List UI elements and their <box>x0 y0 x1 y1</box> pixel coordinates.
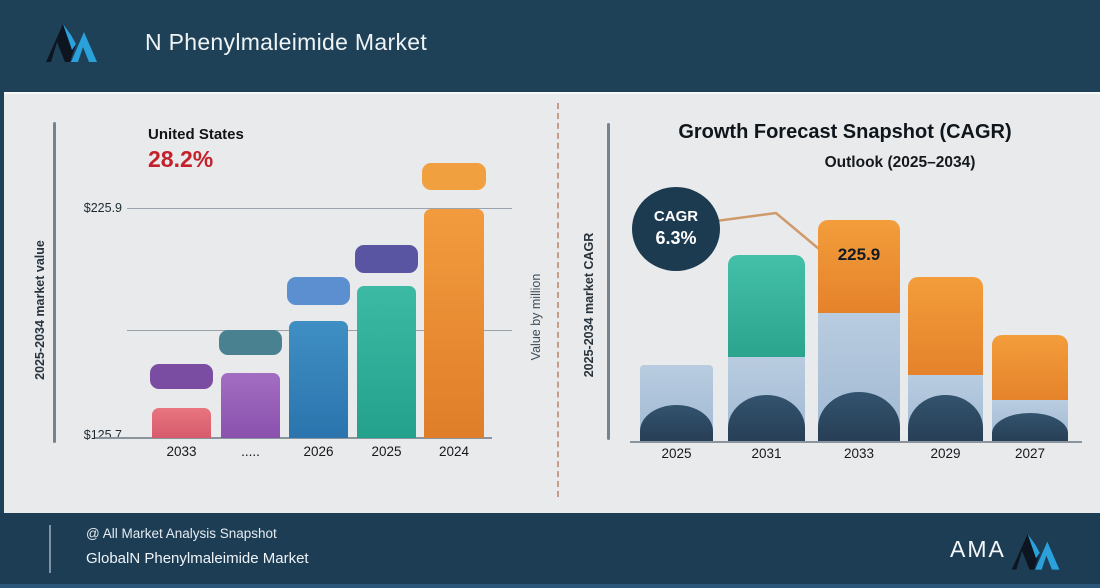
cagr-badge-label: CAGR <box>653 208 699 226</box>
bar-2033 <box>152 407 211 438</box>
bar-cap-2025 <box>355 245 418 273</box>
ama-logo-icon <box>46 24 97 62</box>
bar-2033-data-label: 225.9 <box>837 245 881 264</box>
bar-top-segment-2027 <box>992 335 1068 404</box>
bar-2024 <box>424 208 484 438</box>
x-label-2029: 2029 <box>930 446 961 461</box>
left-y-axis-line <box>53 122 56 443</box>
x-label-2033: 2033 <box>166 444 197 459</box>
footer-ama-logo-icon <box>1011 534 1060 570</box>
bar-dome-segment-2029 <box>908 395 983 441</box>
bar-cap-2026 <box>287 277 350 305</box>
bar-dome-segment-2031 <box>728 395 805 441</box>
footer-brand-text: AMA <box>950 536 1006 562</box>
x-label-2026: 2026 <box>303 444 334 459</box>
x-label-2025: 2025 <box>371 444 402 459</box>
bar-top-segment-2033 <box>818 219 900 317</box>
x-label-2027: 2027 <box>1014 446 1046 461</box>
x-label-2025: 2025 <box>661 446 692 461</box>
bar-cap-..... <box>219 329 282 356</box>
left-y-axis-label: 2025-2034 market value <box>33 240 47 380</box>
y-tick-225: $225.9 <box>83 201 122 215</box>
bar-2026 <box>289 320 348 438</box>
right-x-axis-line <box>630 441 1082 443</box>
x-label-2031: 2031 <box>751 446 782 461</box>
cagr-badge: CAGR 6.3% <box>632 187 720 271</box>
footer-accent-strip <box>0 584 1100 588</box>
left-chart-highlight-value: 28.2% <box>148 146 214 172</box>
left-chart-region-label: United States <box>148 126 244 143</box>
bar-dome-segment-2025 <box>640 404 713 441</box>
footer-report-line: GlobalN Phenylmaleimide Market <box>86 550 309 567</box>
right-y-axis-line <box>607 123 610 440</box>
page-title: N Phenylmaleimide Market <box>145 29 428 55</box>
bar-cap-2033 <box>150 364 213 390</box>
bar-..... <box>221 373 280 438</box>
header-bar: N Phenylmaleimide Market <box>0 0 1100 92</box>
chart-divider <box>557 103 559 497</box>
footer-source-line: @ All Market Analysis Snapshot <box>86 526 277 541</box>
x-label-.....: ..... <box>241 444 260 459</box>
x-label-2024: 2024 <box>438 444 470 459</box>
bar-top-segment-2031 <box>728 255 805 361</box>
right-y-axis-label: 2025-2034 market CAGR <box>582 232 596 378</box>
right-chart-title: Growth Forecast Snapshot (CAGR) <box>678 121 1012 143</box>
bar-cap-2024 <box>422 163 486 191</box>
footer-bar: @ All Market Analysis Snapshot GlobalN P… <box>0 513 1100 588</box>
cagr-badge-value: 6.3% <box>655 228 697 249</box>
right-chart-subtitle: Outlook (2025–2034) <box>824 154 976 171</box>
bar-top-segment-2029 <box>908 276 983 380</box>
bar-2025 <box>357 286 416 438</box>
y-tick-125: $125.7 <box>83 428 122 442</box>
bar-dome-segment-2027 <box>992 412 1068 441</box>
gridline-top <box>127 208 512 209</box>
x-label-2033: 2033 <box>843 446 875 461</box>
footer-separator <box>49 525 51 573</box>
bar-dome-segment-2033 <box>818 392 900 441</box>
mid-axis-label: Value by million <box>529 273 543 361</box>
